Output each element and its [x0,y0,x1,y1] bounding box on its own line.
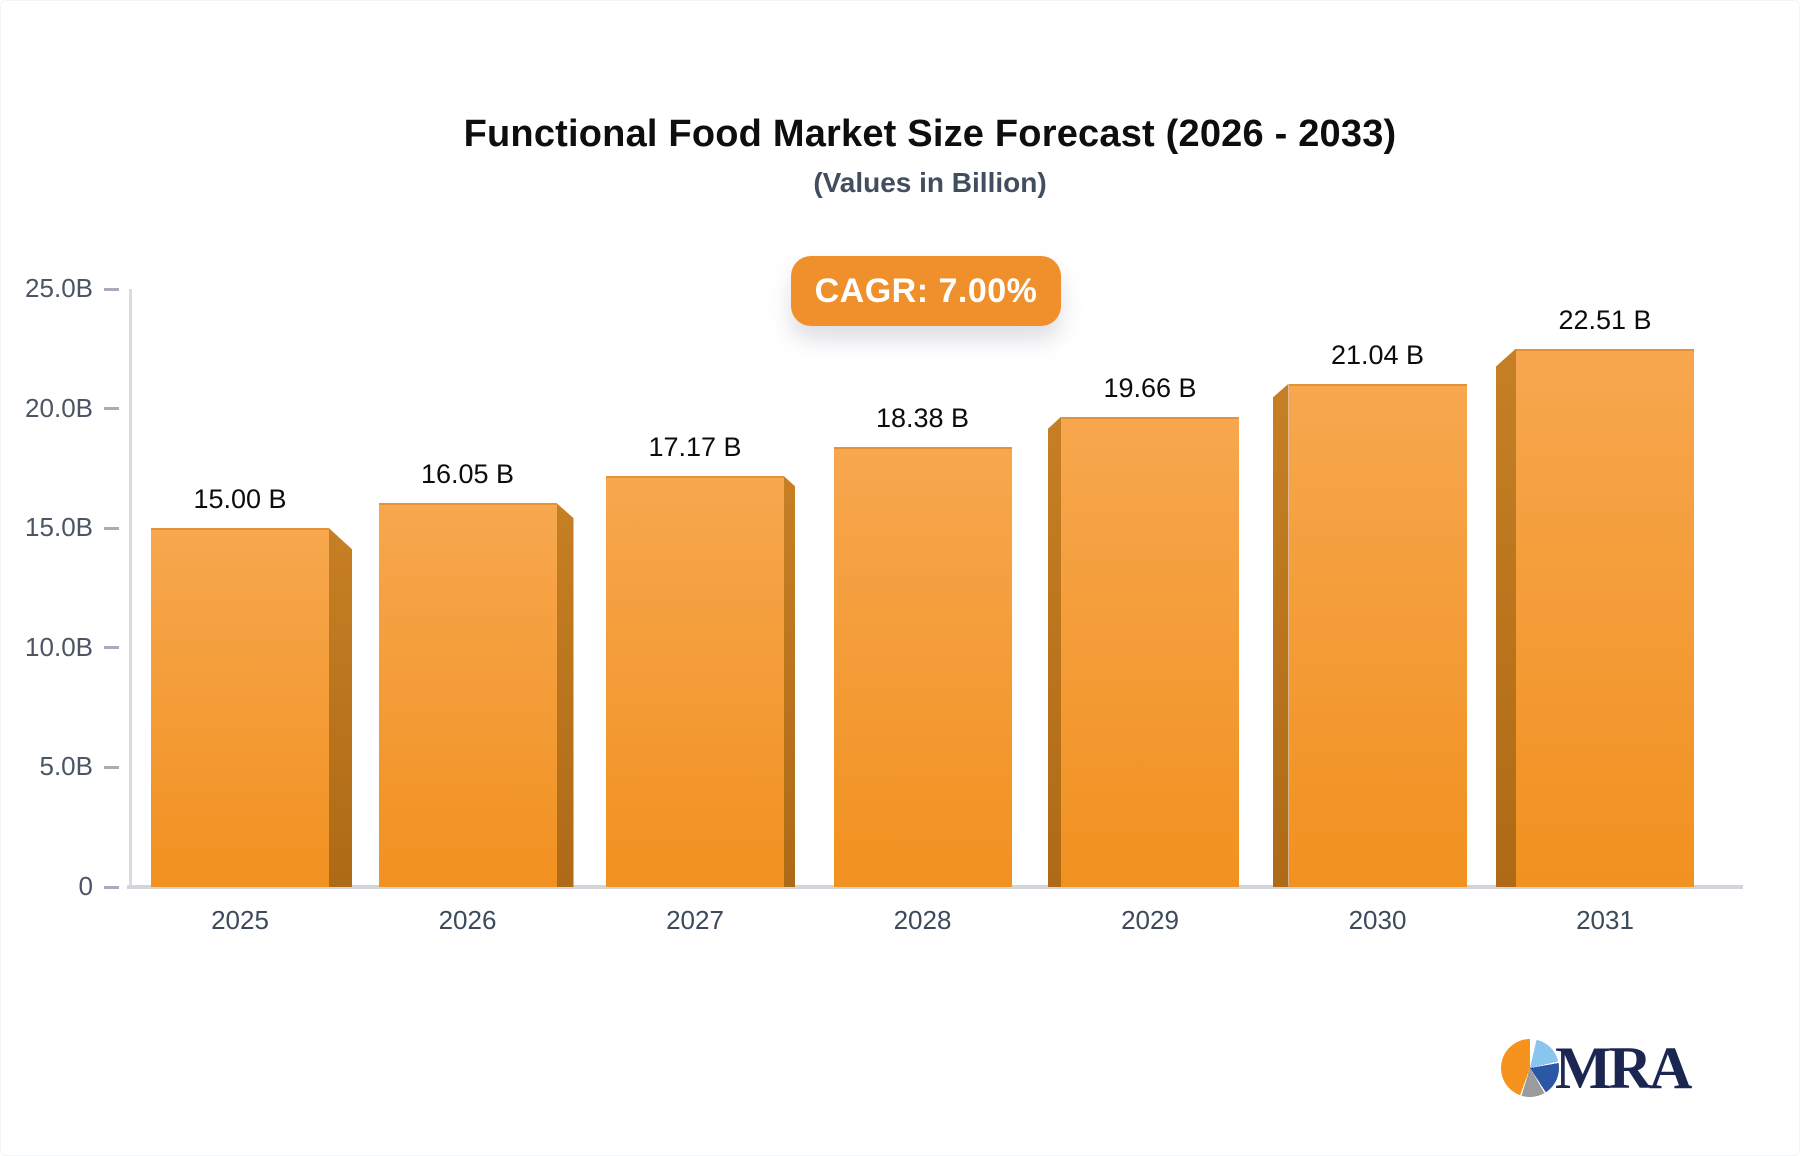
bar-side-face [784,476,795,887]
x-axis-baseline [127,885,1743,889]
bar-side-face [1272,383,1289,887]
bar-front-face [151,528,329,887]
bar-side-face [329,528,352,887]
y-tick-label: 15.0B [25,512,93,543]
y-tick-mark [104,526,119,530]
brand-name: MRA [1555,1035,1692,1101]
bar-side-face [1496,348,1516,887]
x-tick-label-2027: 2027 [666,905,724,935]
x-tick-label-2026: 2026 [438,905,497,935]
pie-chart-icon [1501,1039,1559,1097]
y-tick-mark [104,885,119,889]
bar-side-face [556,503,574,887]
bar-value-label: 22.51 B [1558,304,1652,335]
y-tick-label: 5.0B [39,751,94,782]
brand-logo: MRA [1501,1035,1692,1101]
bar-front-face [606,476,784,887]
cagr-badge: CAGR: 7.00% [791,256,1061,326]
bar-front-face [833,447,1012,887]
y-tick-label: 10.0B [25,631,93,662]
bar-front-face [1061,416,1239,887]
x-tick-label-2030: 2030 [1348,905,1407,935]
x-tick-label-2031: 2031 [1576,905,1634,935]
bar-value-label: 19.66 B [1103,372,1197,403]
bar-value-label: 16.05 B [420,459,515,490]
x-tick-label-2029: 2029 [1121,905,1179,935]
y-axis-line [129,289,132,887]
bar-front-face [1516,348,1694,887]
y-tick-mark [104,407,119,411]
bar-value-label: 21.04 B [1330,339,1425,370]
bar-value-label: 17.17 B [648,432,742,463]
x-tick-label-2025: 2025 [211,905,269,935]
bar-front-face [378,503,557,887]
bar-value-label: 18.38 B [875,403,970,434]
x-tick-label-2028: 2028 [893,905,952,935]
bar-front-face [1288,383,1467,887]
y-tick-label: 0 [78,871,93,901]
y-tick-mark [104,287,119,291]
y-tick-mark [104,765,119,769]
y-tick-label: 25.0B [25,273,93,303]
y-tick-mark [104,646,119,650]
bar-side-face [1048,416,1061,887]
bar-value-label: 15.00 B [193,484,287,515]
cagr-badge-label: CAGR: 7.00% [814,271,1038,310]
chart-title: Functional Food Market Size Forecast (20… [463,113,1397,155]
y-tick-label: 20.0B [25,392,93,423]
chart-subtitle: (Values in Billion) [813,167,1047,198]
